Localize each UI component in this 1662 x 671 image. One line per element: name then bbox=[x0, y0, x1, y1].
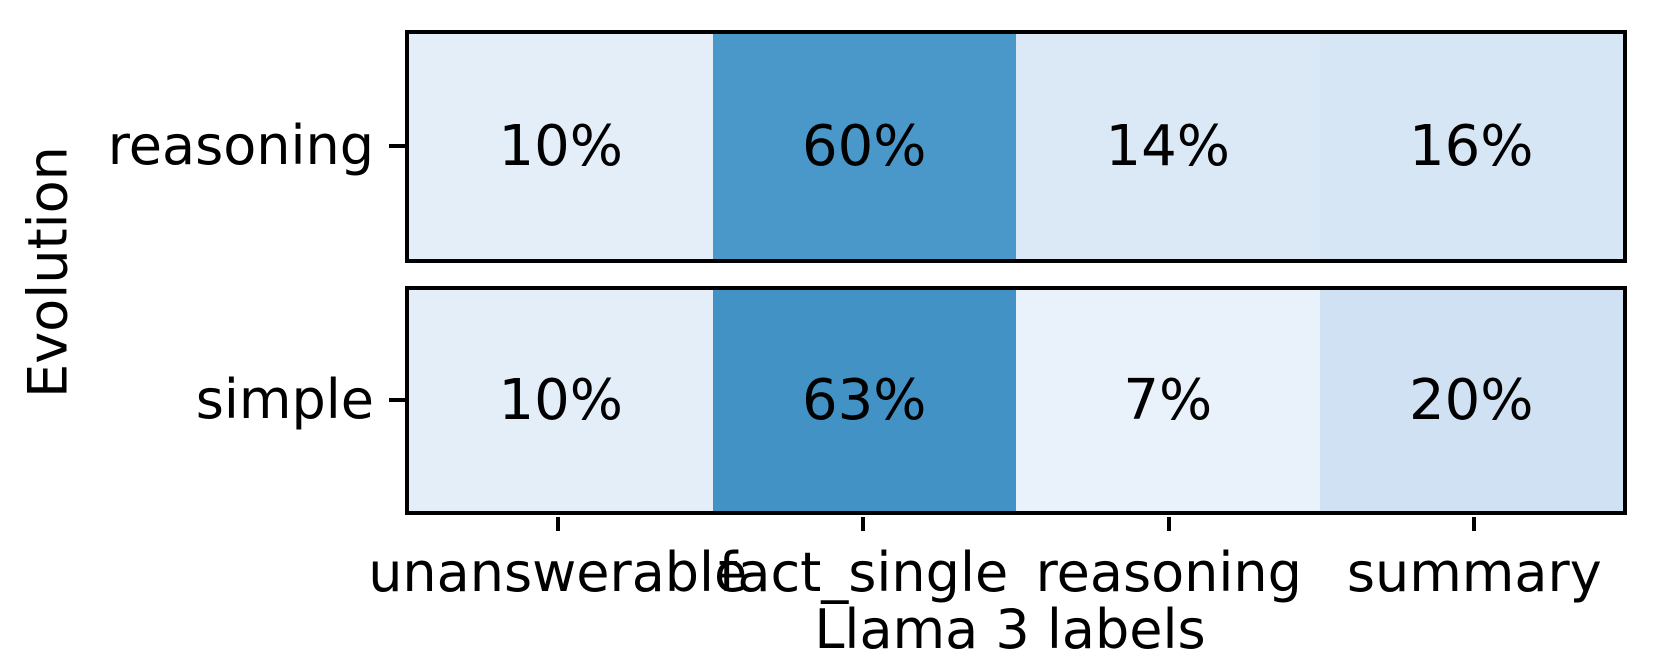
heatmap-cell-simple-reasoning: 7% bbox=[1016, 290, 1320, 511]
heatmap-cell-simple-fact_single: 63% bbox=[712, 290, 1016, 511]
plot-area: 10% 60% 14% 16% 10% 63% 7% 20% bbox=[405, 30, 1627, 515]
x-tick-mark-unanswerable bbox=[555, 517, 560, 531]
cell-value: 60% bbox=[802, 114, 927, 179]
y-axis-title: Evolution bbox=[16, 146, 80, 398]
heatmap-cell-reasoning-fact_single: 60% bbox=[712, 34, 1016, 259]
cell-value: 10% bbox=[498, 114, 623, 179]
x-tick-mark-fact_single bbox=[861, 517, 866, 531]
cell-value: 20% bbox=[1409, 368, 1534, 433]
x-tick-mark-reasoning bbox=[1166, 517, 1171, 531]
cell-value: 10% bbox=[498, 368, 623, 433]
heatmap-row-simple: 10% 63% 7% 20% bbox=[405, 286, 1627, 515]
cell-value: 63% bbox=[802, 368, 927, 433]
y-tick-label-reasoning: reasoning bbox=[107, 114, 374, 177]
y-tick-mark-reasoning bbox=[389, 144, 405, 148]
heatmap-cell-simple-summary: 20% bbox=[1319, 290, 1623, 511]
y-tick-label-simple: simple bbox=[195, 368, 374, 431]
cell-value: 7% bbox=[1123, 368, 1213, 433]
heatmap-cell-simple-unanswerable: 10% bbox=[409, 290, 713, 511]
cell-value: 16% bbox=[1409, 114, 1534, 179]
y-tick-mark-simple bbox=[389, 398, 405, 402]
x-tick-mark-summary bbox=[1472, 517, 1477, 531]
x-tick-label-fact_single: fact_single bbox=[718, 541, 1009, 604]
x-tick-label-summary: summary bbox=[1346, 541, 1602, 604]
cell-value: 14% bbox=[1105, 114, 1230, 179]
heatmap-row-reasoning: 10% 60% 14% 16% bbox=[405, 30, 1627, 263]
heatmap-cell-reasoning-reasoning: 14% bbox=[1016, 34, 1320, 259]
x-axis-title: Llama 3 labels bbox=[814, 598, 1206, 661]
x-tick-label-unanswerable: unanswerable bbox=[368, 541, 748, 604]
x-tick-label-reasoning: reasoning bbox=[1035, 541, 1302, 604]
heatmap-cell-reasoning-unanswerable: 10% bbox=[409, 34, 713, 259]
heatmap-cell-reasoning-summary: 16% bbox=[1319, 34, 1623, 259]
